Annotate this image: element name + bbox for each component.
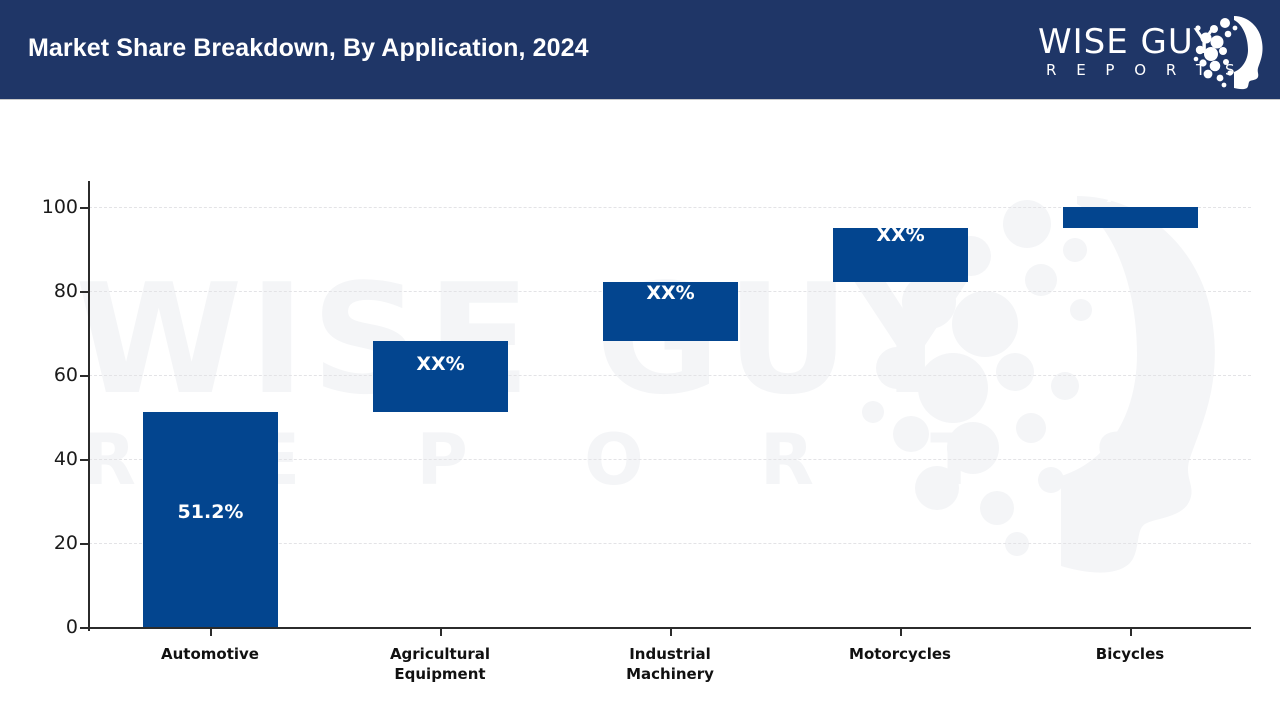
bar-automotive[interactable] <box>143 412 278 627</box>
cat-line: Machinery <box>626 665 714 684</box>
y-axis-line <box>88 181 91 631</box>
bar-bicycles[interactable] <box>1063 207 1198 228</box>
bar-label-agricultural-equipment: XX% <box>416 353 465 375</box>
y-tick-mark <box>80 627 89 629</box>
x-tick-mark <box>1130 628 1132 636</box>
x-category-label-automotive: Automotive <box>110 644 310 664</box>
header-bar: Market Share Breakdown, By Application, … <box>0 0 1280 100</box>
bar-label-motorcycles: XX% <box>876 224 925 246</box>
brand-logo: WISE GUY R E P O R T S <box>1024 8 1274 94</box>
chart-canvas: WISE GUY R E P O R T S 100 80 60 40 20 0 <box>0 101 1280 720</box>
gridline <box>89 375 1251 376</box>
y-tick-mark <box>80 207 89 209</box>
y-tick-mark <box>80 543 89 545</box>
y-tick-mark <box>80 459 89 461</box>
logo-wordmark-secondary: R E P O R T S <box>1046 61 1242 79</box>
x-category-label-motorcycles: Motorcycles <box>800 644 1000 664</box>
gridline <box>89 207 1251 208</box>
logo-wordmark-primary: WISE GUY <box>1038 22 1216 62</box>
y-tick-label: 60 <box>53 364 78 386</box>
cat-line: Agricultural <box>389 645 491 663</box>
y-tick-label: 20 <box>53 532 78 554</box>
bar-motorcycles[interactable] <box>833 228 968 282</box>
cat-line: Industrial <box>629 645 711 663</box>
gridline <box>89 459 1251 460</box>
x-tick-mark <box>440 628 442 636</box>
y-tick-label: 40 <box>53 448 78 470</box>
x-category-label-agricultural-equipment: Agricultural Equipment <box>340 644 540 685</box>
y-tick-mark <box>80 291 89 293</box>
y-tick-label: 100 <box>41 196 78 218</box>
bar-label-industrial-machinery: XX% <box>646 282 695 304</box>
bar-label-bicycles: XX% <box>1106 185 1155 207</box>
cat-line: Bicycles <box>1095 645 1165 663</box>
page-title: Market Share Breakdown, By Application, … <box>28 34 589 62</box>
x-category-label-bicycles: Bicycles <box>1030 644 1230 664</box>
cat-line: Equipment <box>394 665 486 684</box>
y-tick-label: 80 <box>53 280 78 302</box>
x-tick-mark <box>210 628 212 636</box>
x-tick-mark <box>900 628 902 636</box>
bar-industrial-machinery[interactable] <box>603 282 738 341</box>
gridline <box>89 543 1251 544</box>
x-tick-mark <box>670 628 672 636</box>
y-tick-label: 0 <box>65 616 78 638</box>
head-profile-dots-icon <box>1193 16 1263 90</box>
bar-agricultural-equipment[interactable] <box>373 341 508 412</box>
bar-label-automotive: 51.2% <box>177 501 244 523</box>
cat-line: Motorcycles <box>849 645 951 663</box>
x-category-label-industrial-machinery: Industrial Machinery <box>570 644 770 685</box>
y-tick-mark <box>80 375 89 377</box>
cat-line: Automotive <box>161 645 259 663</box>
